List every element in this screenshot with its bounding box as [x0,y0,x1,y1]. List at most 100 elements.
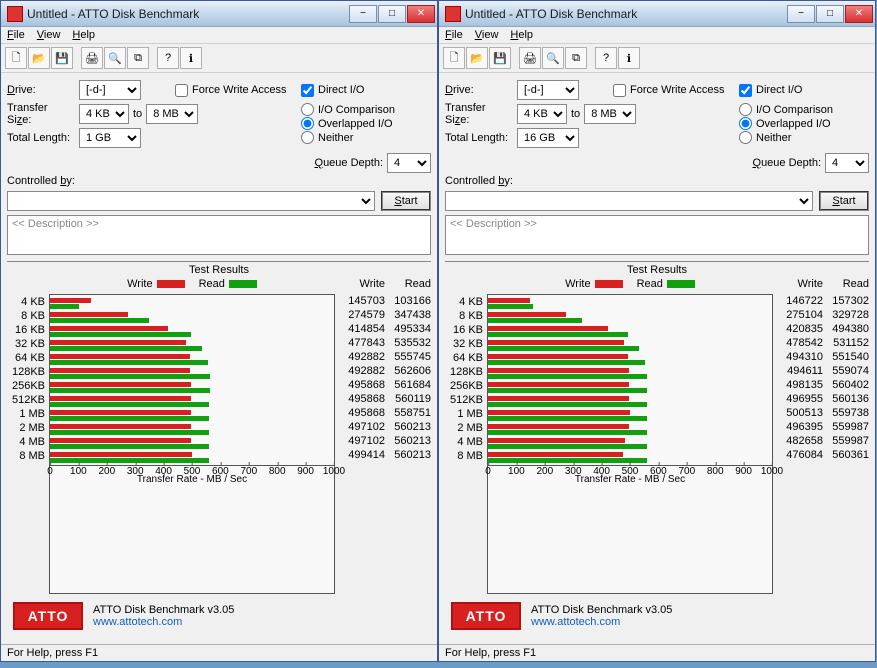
app-window: Untitled - ATTO Disk Benchmark−□✕FileVie… [438,0,876,662]
menu-view[interactable]: View [475,29,499,41]
write-bar [50,354,190,359]
write-value: 496955 [777,393,823,407]
drive-label: Drive: [7,84,75,96]
url-link[interactable]: www.attotech.com [93,616,182,628]
read-header: Read [823,278,869,294]
queue-depth-select[interactable]: 4 [387,153,431,173]
value-row: 497102560213 [339,435,431,449]
write-value: 497102 [339,435,385,449]
neither-radio[interactable] [301,131,314,144]
drive-select[interactable]: [-d-] [517,80,579,100]
about-icon[interactable]: ℹ [180,47,202,69]
force-write-checkbox[interactable] [613,84,626,97]
menu-file[interactable]: File [445,29,463,41]
controlled-by-select[interactable] [445,191,813,211]
description-input[interactable]: << Description >> [445,215,869,255]
value-row: 420835494380 [777,323,869,337]
menu-help[interactable]: Help [510,29,533,41]
transfer-from-select[interactable]: 4 KB [79,104,129,124]
overlapped-io-radio[interactable] [739,117,752,130]
save-icon[interactable]: 💾 [489,47,511,69]
io-comparison-radio[interactable] [739,103,752,116]
neither-radio[interactable] [739,131,752,144]
write-value: 492882 [339,365,385,379]
app-icon [7,6,23,22]
value-row: 494611559074 [777,365,869,379]
menu-view[interactable]: View [37,29,61,41]
row-label: 128KB [7,365,45,379]
write-swatch [595,280,623,288]
menu-file[interactable]: File [7,29,25,41]
maximize-button[interactable]: □ [816,5,844,23]
legend-write: Write [127,278,184,290]
maximize-button[interactable]: □ [378,5,406,23]
print-icon[interactable]: 🖨 [519,47,541,69]
x-tick: 0 [485,466,491,477]
footer: ATTOATTO Disk Benchmark v3.05www.attotec… [7,594,431,638]
direct-io-checkbox[interactable] [301,84,314,97]
minimize-button[interactable]: − [787,5,815,23]
about-icon[interactable]: ℹ [618,47,640,69]
bar-row [488,395,772,409]
copy-icon[interactable]: ⧉ [565,47,587,69]
app-icon [445,6,461,22]
transfer-from-select[interactable]: 4 KB [517,104,567,124]
write-bar [488,452,623,457]
write-value: 499414 [339,449,385,463]
description-input[interactable]: << Description >> [7,215,431,255]
x-tick: 800 [269,466,286,477]
controlled-by-select[interactable] [7,191,375,211]
write-bar [50,326,168,331]
menu-help[interactable]: Help [72,29,95,41]
open-icon[interactable]: 📂 [28,47,50,69]
queue-depth-select[interactable]: 4 [825,153,869,173]
help-icon[interactable]: ? [595,47,617,69]
print-icon[interactable]: 🖨 [81,47,103,69]
bar-row [488,311,772,325]
read-swatch [667,280,695,288]
read-bar [50,318,149,323]
io-comparison-radio[interactable] [301,103,314,116]
write-value: 274579 [339,309,385,323]
copy-icon[interactable]: ⧉ [127,47,149,69]
preview-icon[interactable]: 🔍 [104,47,126,69]
start-button[interactable]: Start [381,191,431,211]
direct-io-checkbox[interactable] [739,84,752,97]
x-tick: 1000 [323,466,345,477]
force-write-checkbox[interactable] [175,84,188,97]
value-row: 495868558751 [339,407,431,421]
new-icon[interactable]: 🗋 [5,47,27,69]
value-row: 498135560402 [777,379,869,393]
overlapped-io-radio[interactable] [301,117,314,130]
read-value: 561684 [385,379,431,393]
save-icon[interactable]: 💾 [51,47,73,69]
drive-select[interactable]: [-d-] [79,80,141,100]
write-bar [488,340,624,345]
start-button[interactable]: Start [819,191,869,211]
row-label: 32 KB [7,337,45,351]
help-icon[interactable]: ? [157,47,179,69]
new-icon[interactable]: 🗋 [443,47,465,69]
value-row: 274579347438 [339,309,431,323]
write-swatch [157,280,185,288]
value-row: 414854495334 [339,323,431,337]
total-length-select[interactable]: 1 GB [79,128,141,148]
preview-icon[interactable]: 🔍 [542,47,564,69]
url-link[interactable]: www.attotech.com [531,616,620,628]
close-button[interactable]: ✕ [845,5,873,23]
read-bar [488,360,645,365]
open-icon[interactable]: 📂 [466,47,488,69]
chart-area: 01002003004005006007008009001000Transfer… [487,294,773,594]
results-title: Test Results [445,264,869,276]
read-bar [50,430,209,435]
close-button[interactable]: ✕ [407,5,435,23]
version-label: ATTO Disk Benchmark v3.05 [93,604,234,616]
value-row: 478542531152 [777,337,869,351]
write-value: 477843 [339,337,385,351]
total-length-select[interactable]: 16 GB [517,128,579,148]
minimize-button[interactable]: − [349,5,377,23]
write-bar [50,424,191,429]
io-mode-group: I/O ComparisonOverlapped I/ONeither [301,103,431,151]
write-value: 492882 [339,351,385,365]
read-bar [488,458,647,463]
